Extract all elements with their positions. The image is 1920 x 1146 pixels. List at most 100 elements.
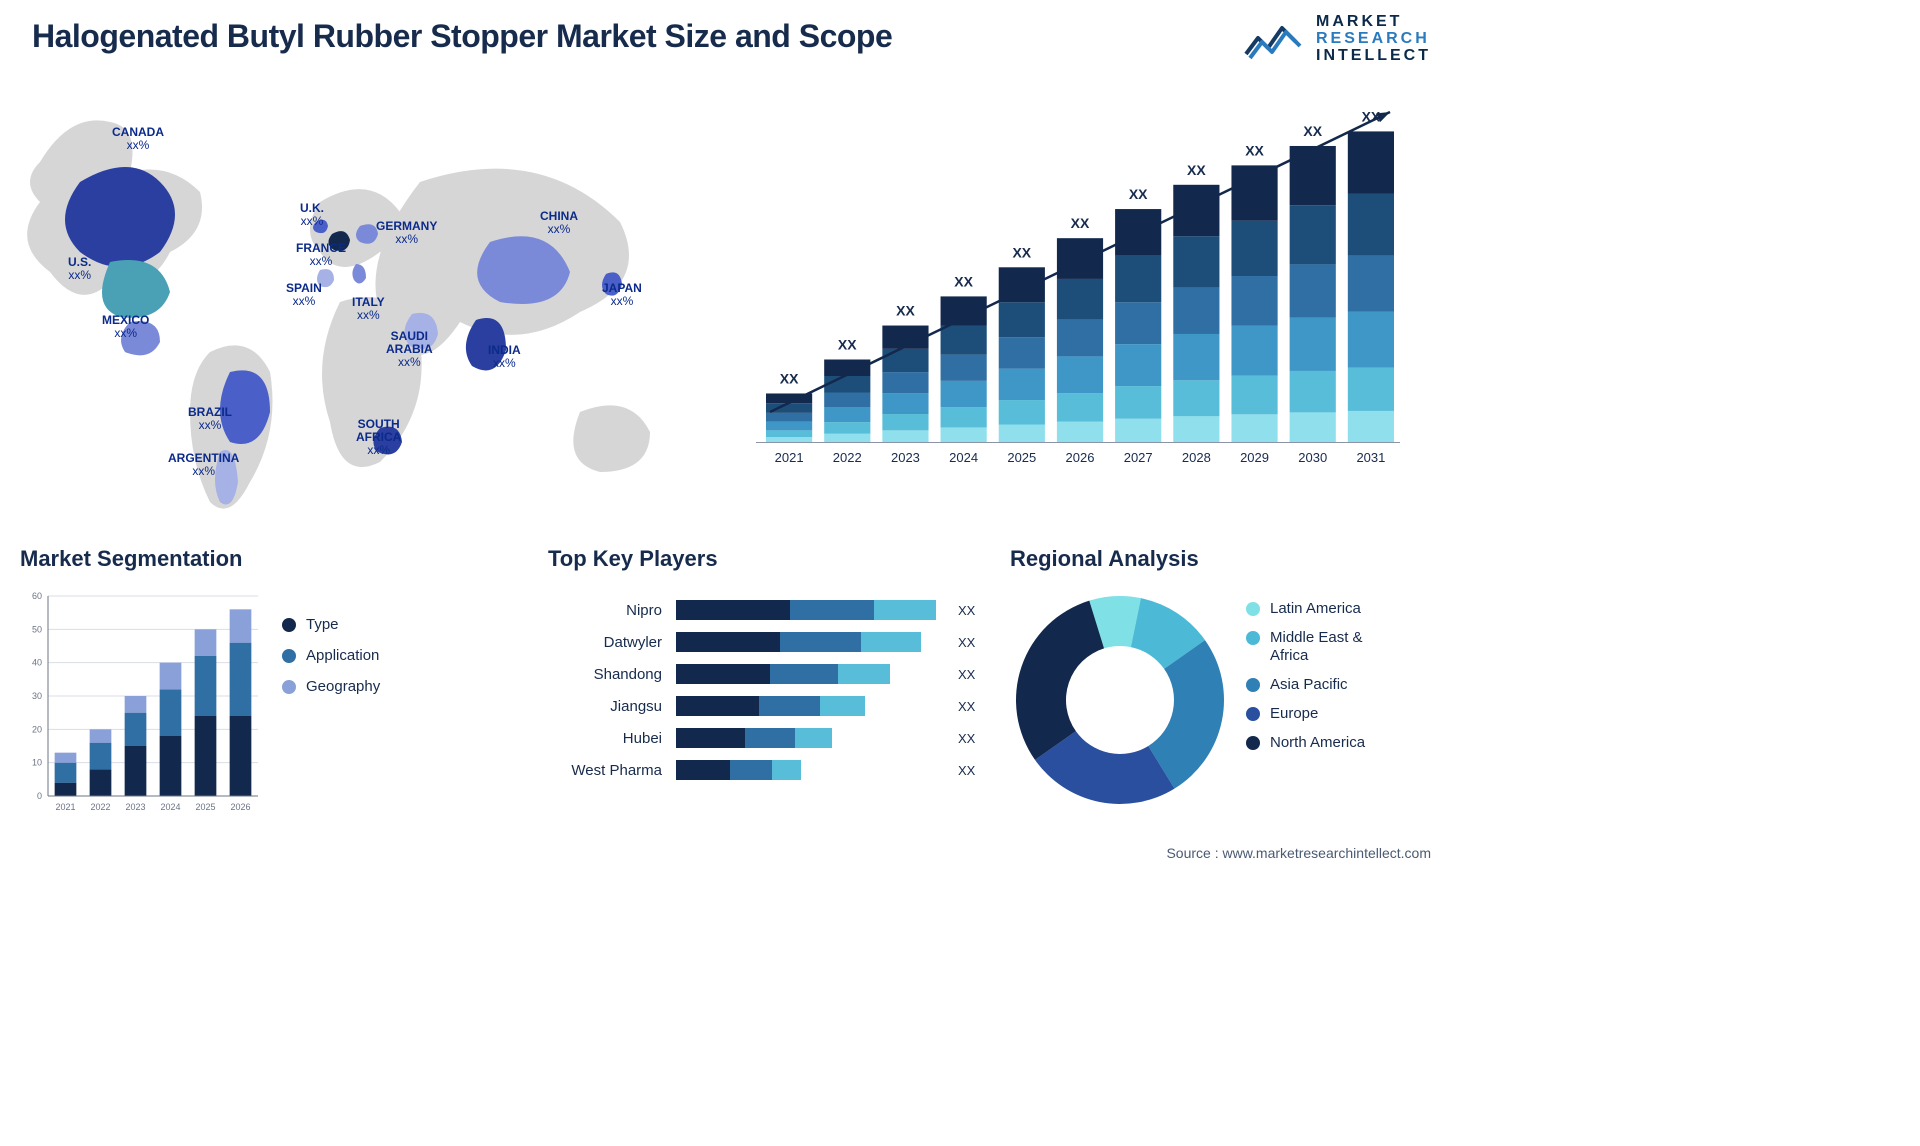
world-map-svg <box>20 92 680 522</box>
svg-text:60: 60 <box>32 591 42 601</box>
player-value: XX <box>958 763 998 778</box>
svg-text:XX: XX <box>1129 186 1148 202</box>
players-body: NiproXXDatwylerXXShandongXXJiangsuXXHube… <box>548 594 998 786</box>
segmentation-legend: Type Application Geography <box>282 616 380 709</box>
player-bar <box>676 696 865 716</box>
map-label: U.S.xx% <box>68 256 91 282</box>
svg-text:XX: XX <box>1245 142 1264 158</box>
svg-text:2031: 2031 <box>1356 450 1385 465</box>
svg-text:XX: XX <box>1187 162 1206 178</box>
map-label: INDIAxx% <box>488 344 521 370</box>
map-label: CHINAxx% <box>540 210 578 236</box>
segmentation-legend-item: Application <box>282 647 380 664</box>
map-label: FRANCExx% <box>296 242 346 268</box>
segmentation-legend-item: Geography <box>282 678 380 695</box>
player-bar <box>676 760 801 780</box>
regional-legend-item: Europe <box>1246 705 1365 722</box>
player-bar <box>676 632 921 652</box>
player-row: West Pharma XX <box>548 754 998 786</box>
player-value: XX <box>958 667 998 682</box>
svg-text:XX: XX <box>954 273 973 289</box>
map-label: ARGENTINAxx% <box>168 452 239 478</box>
svg-text:XX: XX <box>1303 123 1322 139</box>
player-row: Hubei XX <box>548 722 998 754</box>
regional-donut <box>1010 590 1230 810</box>
svg-text:XX: XX <box>896 303 915 319</box>
player-bar <box>676 728 832 748</box>
map-label: SOUTHAFRICAxx% <box>356 418 401 458</box>
top-key-players-section: Top Key Players NiproXXDatwylerXXShandon… <box>548 546 998 846</box>
regional-legend: Latin America Middle East &Africa Asia Pac… <box>1246 600 1365 764</box>
svg-text:2027: 2027 <box>1124 450 1153 465</box>
source-attribution: Source : www.marketresearchintellect.com <box>1166 845 1431 861</box>
logo-line3: INTELLECT <box>1316 48 1431 65</box>
player-name: West Pharma <box>548 762 668 779</box>
map-label: GERMANYxx% <box>376 220 437 246</box>
svg-text:30: 30 <box>32 691 42 701</box>
svg-text:2026: 2026 <box>230 802 250 812</box>
svg-text:2028: 2028 <box>1182 450 1211 465</box>
player-name: Shandong <box>548 666 668 683</box>
player-bar <box>676 600 936 620</box>
players-title: Top Key Players <box>548 546 998 572</box>
logo-line2: RESEARCH <box>1316 31 1431 48</box>
svg-text:XX: XX <box>838 337 857 353</box>
svg-text:0: 0 <box>37 791 42 801</box>
player-value: XX <box>958 635 998 650</box>
regional-legend-item: Asia Pacific <box>1246 676 1365 693</box>
player-bar <box>676 664 890 684</box>
market-segmentation-section: Market Segmentation 01020304050602021202… <box>20 546 450 846</box>
player-row: Datwyler XX <box>548 626 998 658</box>
segmentation-title: Market Segmentation <box>20 546 450 572</box>
svg-text:50: 50 <box>32 624 42 634</box>
map-label: U.K.xx% <box>300 202 324 228</box>
logo-line1: MARKET <box>1316 14 1431 31</box>
regional-legend-item: North America <box>1246 734 1365 751</box>
player-value: XX <box>958 699 998 714</box>
svg-text:2023: 2023 <box>891 450 920 465</box>
regional-title: Regional Analysis <box>1010 546 1440 572</box>
svg-text:2029: 2029 <box>1240 450 1269 465</box>
svg-text:XX: XX <box>1012 244 1031 260</box>
player-name: Hubei <box>548 730 668 747</box>
svg-text:2026: 2026 <box>1066 450 1095 465</box>
svg-text:2025: 2025 <box>195 802 215 812</box>
svg-text:2021: 2021 <box>775 450 804 465</box>
map-label: MEXICOxx% <box>102 314 149 340</box>
regional-legend-item: Middle East &Africa <box>1246 629 1365 664</box>
svg-text:2022: 2022 <box>90 802 110 812</box>
regional-legend-item: Latin America <box>1246 600 1365 617</box>
player-name: Jiangsu <box>548 698 668 715</box>
svg-text:2022: 2022 <box>833 450 862 465</box>
segmentation-chart-svg: 0102030405060202120222023202420252026 <box>20 590 270 820</box>
map-label: BRAZILxx% <box>188 406 232 432</box>
svg-text:2021: 2021 <box>55 802 75 812</box>
player-row: Jiangsu XX <box>548 690 998 722</box>
svg-text:2023: 2023 <box>125 802 145 812</box>
regional-donut-svg <box>1010 590 1230 810</box>
regional-analysis-section: Regional Analysis Latin America Middle Ea… <box>1010 546 1440 846</box>
player-value: XX <box>958 731 998 746</box>
logo-mark-icon <box>1244 16 1304 62</box>
page-title: Halogenated Butyl Rubber Stopper Market … <box>32 18 892 55</box>
svg-text:20: 20 <box>32 724 42 734</box>
player-name: Nipro <box>548 602 668 619</box>
player-row: Shandong XX <box>548 658 998 690</box>
svg-text:2024: 2024 <box>949 450 978 465</box>
player-row: Nipro XX <box>548 594 998 626</box>
player-name: Datwyler <box>548 634 668 651</box>
map-label: SAUDIARABIAxx% <box>386 330 433 370</box>
svg-text:XX: XX <box>780 370 799 386</box>
map-label: JAPANxx% <box>602 282 642 308</box>
svg-text:10: 10 <box>32 758 42 768</box>
growth-chart-svg: XX 2021 XX 2022 XX 2023 XX 2024 XX 2025 XX 2026 XX 20… <box>720 92 1420 492</box>
map-label: ITALYxx% <box>352 296 385 322</box>
growth-bar-chart: XX 2021 XX 2022 XX 2023 XX 2024 XX 2025 XX 2026 XX 20… <box>720 92 1420 492</box>
map-label: SPAINxx% <box>286 282 322 308</box>
brand-logo: MARKET RESEARCH INTELLECT <box>1244 14 1431 64</box>
map-label: CANADAxx% <box>112 126 164 152</box>
player-value: XX <box>958 603 998 618</box>
svg-text:2025: 2025 <box>1007 450 1036 465</box>
segmentation-legend-item: Type <box>282 616 380 633</box>
world-map: CANADAxx% U.S.xx% MEXICOxx% BRAZILxx% ARGENT… <box>20 92 680 522</box>
